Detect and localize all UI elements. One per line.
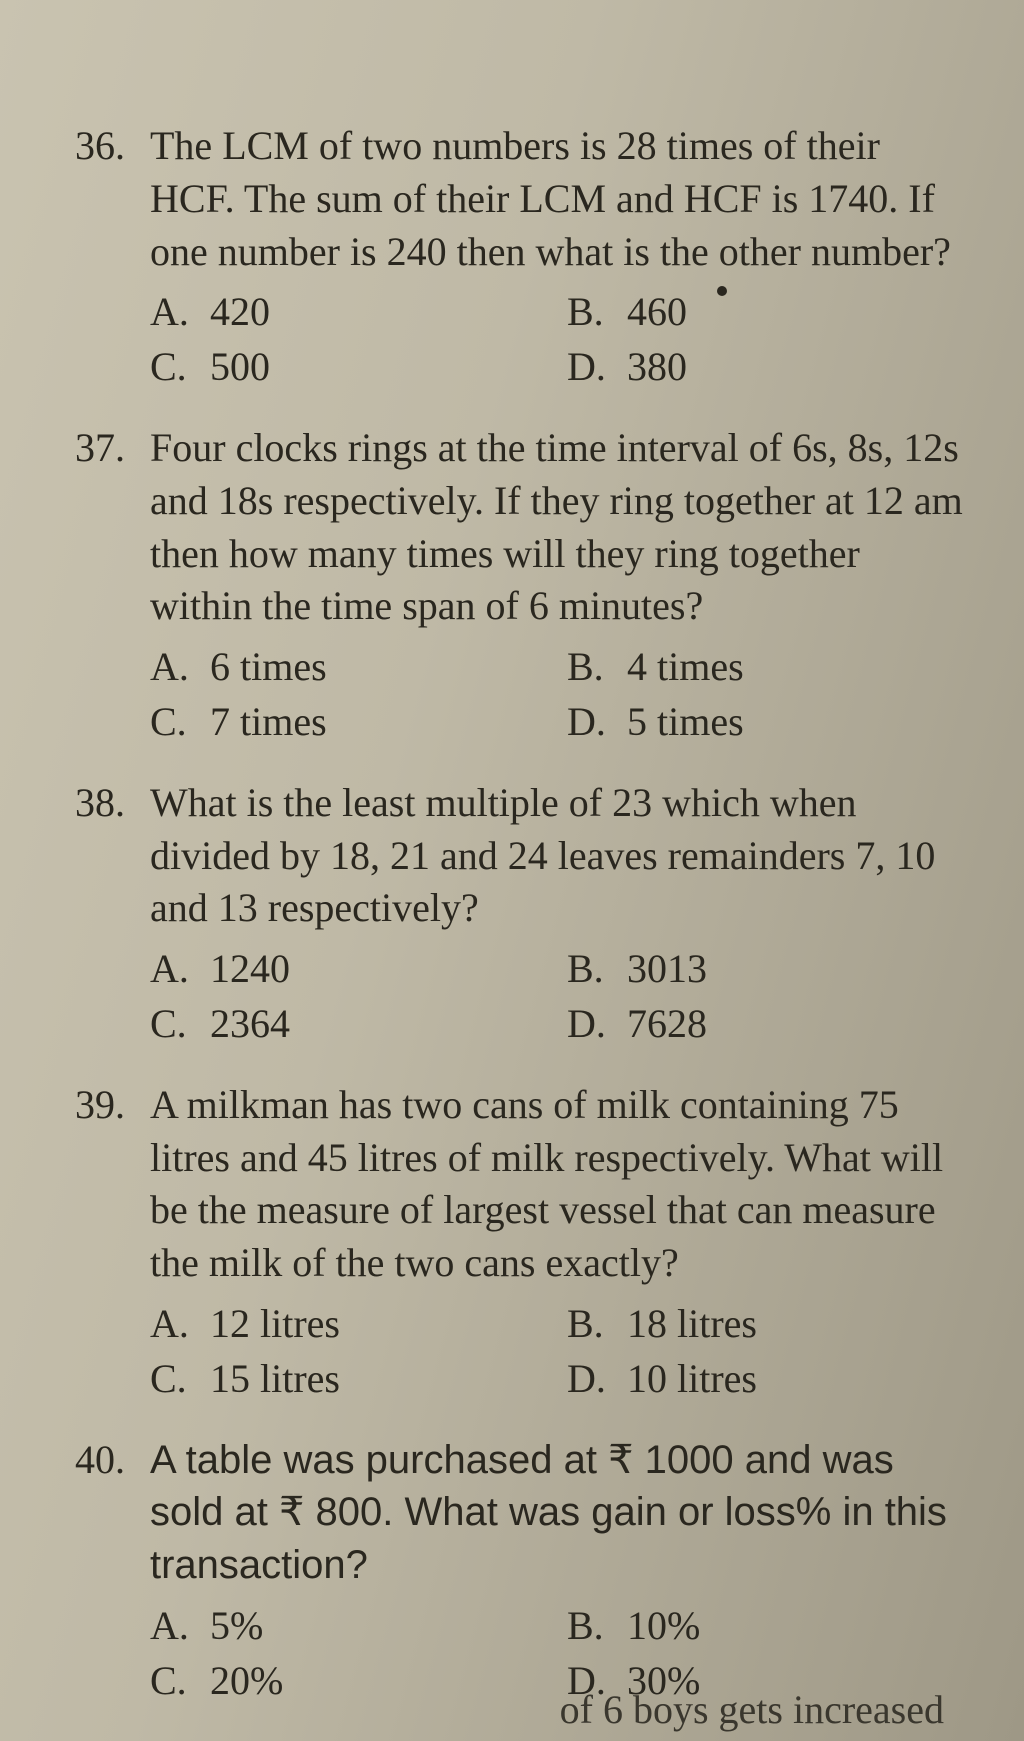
option-d: D. 10 litres bbox=[567, 1353, 964, 1406]
option-label: C. bbox=[150, 1655, 210, 1708]
option-text: 20% bbox=[210, 1655, 283, 1708]
option-c: C. 7 times bbox=[150, 696, 547, 749]
option-label: C. bbox=[150, 341, 210, 394]
option-a: A. 12 litres bbox=[150, 1298, 547, 1351]
option-text: 500 bbox=[210, 341, 270, 394]
option-text: 4 times bbox=[627, 641, 744, 694]
marker-dot-icon bbox=[717, 286, 727, 296]
question-37: 37. Four clocks rings at the time interv… bbox=[75, 422, 964, 749]
option-b: B. 18 litres bbox=[567, 1298, 964, 1351]
option-text: 15 litres bbox=[210, 1353, 340, 1406]
option-label: C. bbox=[150, 696, 210, 749]
question-number: 39. bbox=[75, 1079, 150, 1406]
option-text: 2364 bbox=[210, 998, 290, 1051]
question-36: 36. The LCM of two numbers is 28 times o… bbox=[75, 120, 964, 394]
option-label: A. bbox=[150, 943, 210, 996]
option-a: A. 5% bbox=[150, 1600, 547, 1653]
option-b: B. 460 bbox=[567, 286, 964, 339]
option-d: D. 5 times bbox=[567, 696, 964, 749]
option-text: 5 times bbox=[627, 696, 744, 749]
option-text: 10 litres bbox=[627, 1353, 757, 1406]
option-label: B. bbox=[567, 1298, 627, 1351]
option-text: 3013 bbox=[627, 943, 707, 996]
question-stem: A table was purchased at ₹ 1000 and was … bbox=[150, 1434, 964, 1592]
question-number: 38. bbox=[75, 777, 150, 1051]
option-label: A. bbox=[150, 286, 210, 339]
option-d: D. 7628 bbox=[567, 998, 964, 1051]
question-stem: The LCM of two numbers is 28 times of th… bbox=[150, 120, 964, 278]
option-c: C. 2364 bbox=[150, 998, 547, 1051]
question-39: 39. A milkman has two cans of milk conta… bbox=[75, 1079, 964, 1406]
option-label: B. bbox=[567, 943, 627, 996]
question-stem: A milkman has two cans of milk containin… bbox=[150, 1079, 964, 1290]
option-c: C. 500 bbox=[150, 341, 547, 394]
option-label: B. bbox=[567, 286, 627, 339]
option-text: 6 times bbox=[210, 641, 327, 694]
cutoff-text: of 6 boys gets increased bbox=[560, 1686, 944, 1733]
question-body: What is the least multiple of 23 which w… bbox=[150, 777, 964, 1051]
question-stem: What is the least multiple of 23 which w… bbox=[150, 777, 964, 935]
option-b: B. 3013 bbox=[567, 943, 964, 996]
option-text: 5% bbox=[210, 1600, 263, 1653]
option-label: D. bbox=[567, 696, 627, 749]
option-label: D. bbox=[567, 998, 627, 1051]
option-b: B. 4 times bbox=[567, 641, 964, 694]
option-text: 7628 bbox=[627, 998, 707, 1051]
option-c: C. 20% bbox=[150, 1655, 547, 1708]
option-a: A. 6 times bbox=[150, 641, 547, 694]
option-b: B. 10% bbox=[567, 1600, 964, 1653]
option-text: 460 bbox=[627, 286, 687, 339]
option-label: A. bbox=[150, 1600, 210, 1653]
question-body: The LCM of two numbers is 28 times of th… bbox=[150, 120, 964, 394]
option-c: C. 15 litres bbox=[150, 1353, 547, 1406]
question-40: 40. A table was purchased at ₹ 1000 and … bbox=[75, 1434, 964, 1708]
exam-page: 36. The LCM of two numbers is 28 times o… bbox=[0, 0, 1024, 1741]
option-label: B. bbox=[567, 641, 627, 694]
option-a: A. 1240 bbox=[150, 943, 547, 996]
options-grid: A. 12 litres B. 18 litres C. 15 litres D… bbox=[150, 1298, 964, 1406]
option-label: C. bbox=[150, 998, 210, 1051]
option-text: 1240 bbox=[210, 943, 290, 996]
question-number: 40. bbox=[75, 1434, 150, 1708]
question-body: Four clocks rings at the time interval o… bbox=[150, 422, 964, 749]
options-grid: A. 420 B. 460 C. 500 D. 380 bbox=[150, 286, 964, 394]
question-number: 37. bbox=[75, 422, 150, 749]
option-label: B. bbox=[567, 1600, 627, 1653]
option-text: 7 times bbox=[210, 696, 327, 749]
option-label: C. bbox=[150, 1353, 210, 1406]
question-number: 36. bbox=[75, 120, 150, 394]
option-label: D. bbox=[567, 341, 627, 394]
option-text: 12 litres bbox=[210, 1298, 340, 1351]
option-text: 10% bbox=[627, 1600, 700, 1653]
option-label: D. bbox=[567, 1353, 627, 1406]
option-a: A. 420 bbox=[150, 286, 547, 339]
option-text: 380 bbox=[627, 341, 687, 394]
option-label: A. bbox=[150, 641, 210, 694]
question-38: 38. What is the least multiple of 23 whi… bbox=[75, 777, 964, 1051]
options-grid: A. 6 times B. 4 times C. 7 times D. 5 ti… bbox=[150, 641, 964, 749]
option-text: 18 litres bbox=[627, 1298, 757, 1351]
option-label: A. bbox=[150, 1298, 210, 1351]
options-grid: A. 1240 B. 3013 C. 2364 D. 7628 bbox=[150, 943, 964, 1051]
option-text: 420 bbox=[210, 286, 270, 339]
question-stem: Four clocks rings at the time interval o… bbox=[150, 422, 964, 633]
option-d: D. 380 bbox=[567, 341, 964, 394]
question-body: A milkman has two cans of milk containin… bbox=[150, 1079, 964, 1406]
question-body: A table was purchased at ₹ 1000 and was … bbox=[150, 1434, 964, 1708]
